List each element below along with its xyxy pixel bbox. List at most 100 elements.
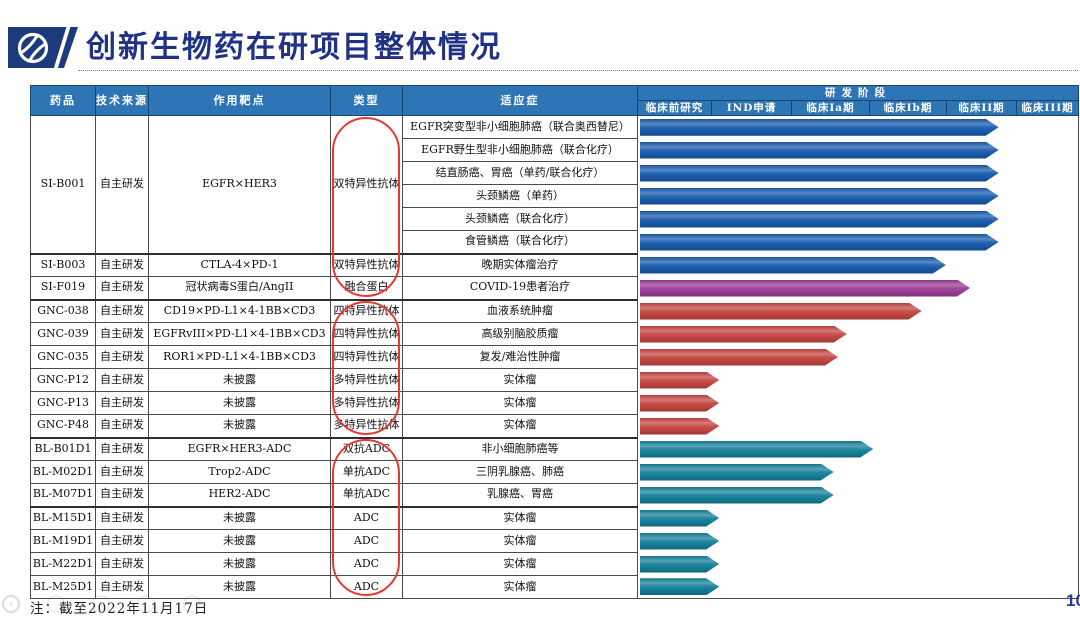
- cell-target: 未披露: [148, 552, 331, 576]
- col-header-preclinical: 临床前研究: [637, 100, 712, 116]
- stage-arrow: [640, 349, 838, 366]
- page-number: 10: [1066, 591, 1080, 610]
- cell-source: 自主研发: [95, 414, 149, 438]
- cell-indication: 实体瘤: [402, 505, 638, 530]
- cell-drug: BL-B01D1: [30, 436, 96, 461]
- col-header-source: 技术来源: [95, 85, 149, 116]
- cell-indication: 实体瘤: [402, 368, 638, 392]
- cell-indication: 结直肠癌、胃癌（单药/联合化疗）: [402, 161, 638, 185]
- col-header-ind-application: IND申请: [711, 100, 792, 116]
- cell-drug: SI-B001: [30, 115, 96, 254]
- stage-arrow: [640, 487, 834, 504]
- col-header-phase-1a: 临床Ia期: [791, 100, 870, 116]
- stage-arrow: [640, 533, 719, 550]
- cell-stage-track: [636, 299, 1079, 323]
- cell-drug: BL-M19D1: [30, 529, 96, 553]
- cell-target: 未披露: [148, 505, 331, 530]
- cell-drug: BL-M15D1: [30, 505, 96, 530]
- cell-source: 自主研发: [95, 436, 149, 461]
- cell-drug: BL-M02D1: [30, 460, 96, 484]
- title-separator: [78, 70, 1078, 71]
- slide-title: 创新生物药在研项目整体情况: [86, 30, 502, 65]
- cell-indication: 三阴乳腺癌、肺癌: [402, 460, 638, 484]
- cell-type: 多特异性抗体: [330, 368, 403, 392]
- cell-source: 自主研发: [95, 368, 149, 392]
- cell-type: 多特异性抗体: [330, 414, 403, 438]
- cell-type: 单抗ADC: [330, 483, 403, 507]
- cell-drug: GNC-038: [30, 298, 96, 323]
- stage-arrow: [640, 510, 719, 527]
- cell-stage-track: [636, 460, 1079, 484]
- ghost-circle-icon: [47, 595, 65, 613]
- ghost-circle-icon: [183, 595, 201, 613]
- cell-target: 未披露: [148, 391, 331, 415]
- cell-drug: GNC-P13: [30, 391, 96, 415]
- col-header-target: 作用靶点: [148, 85, 331, 116]
- cell-type: ADC: [330, 505, 403, 530]
- ghost-circle-icon: [92, 595, 110, 613]
- stage-arrow: [640, 326, 847, 343]
- stage-arrow: [640, 119, 999, 136]
- cell-stage-track: [636, 506, 1079, 530]
- cell-source: 自主研发: [95, 575, 149, 599]
- cell-type: 双特异性抗体: [330, 252, 403, 277]
- logo-globe-icon: [17, 32, 49, 64]
- cell-type: ADC: [330, 552, 403, 576]
- cell-indication: 非小细胞肺癌等: [402, 436, 638, 461]
- cell-stage-track: [636, 322, 1079, 346]
- cell-type: 双特异性抗体: [330, 115, 403, 254]
- stage-arrow: [640, 280, 970, 297]
- stage-arrow: [640, 372, 719, 389]
- cell-indication: 高级别脑胶质瘤: [402, 322, 638, 346]
- cell-drug: BL-M22D1: [30, 552, 96, 576]
- cell-type: 四特异性抗体: [330, 298, 403, 323]
- cell-drug: GNC-039: [30, 322, 96, 346]
- cell-source: 自主研发: [95, 322, 149, 346]
- stage-arrow: [640, 188, 999, 205]
- cell-drug: GNC-P12: [30, 368, 96, 392]
- cell-stage-track: [636, 138, 1079, 162]
- stage-arrow: [640, 418, 719, 435]
- col-header-drug: 药品: [30, 85, 96, 116]
- cell-stage-track: [636, 437, 1079, 461]
- cell-drug: BL-M07D1: [30, 483, 96, 507]
- cell-source: 自主研发: [95, 298, 149, 323]
- cell-type: 四特异性抗体: [330, 345, 403, 369]
- ghost-nav-prev-icon: ‹: [2, 595, 20, 613]
- cell-target: ROR1×PD-L1×4-1BB×CD3: [148, 345, 331, 369]
- cell-type: 融合蛋白: [330, 276, 403, 300]
- col-header-phase-group: 研发阶段: [636, 85, 1080, 101]
- cell-source: 自主研发: [95, 460, 149, 484]
- logo-slash: [52, 27, 72, 68]
- cell-target: EGFRvIII×PD-L1×4-1BB×CD3: [148, 322, 331, 346]
- cell-stage-track: [636, 253, 1079, 277]
- cell-drug: BL-M25D1: [30, 575, 96, 599]
- cell-stage-track: [636, 529, 1079, 553]
- cell-drug: SI-B003: [30, 252, 96, 277]
- cell-indication: 复发/难治性肿瘤: [402, 345, 638, 369]
- stage-arrow: [640, 464, 834, 481]
- cell-type: 单抗ADC: [330, 460, 403, 484]
- cell-type: 四特异性抗体: [330, 322, 403, 346]
- cell-source: 自主研发: [95, 552, 149, 576]
- cell-indication: 乳腺癌、胃癌: [402, 483, 638, 507]
- stage-arrow: [640, 395, 719, 412]
- cell-source: 自主研发: [95, 529, 149, 553]
- cell-target: Trop2-ADC: [148, 460, 331, 484]
- cell-target: 未披露: [148, 575, 331, 599]
- stage-arrow: [640, 257, 946, 274]
- col-header-indication: 适应症: [402, 85, 638, 116]
- cell-indication: 实体瘤: [402, 391, 638, 415]
- cell-indication: 血液系统肿瘤: [402, 298, 638, 323]
- cell-stage-track: [636, 483, 1079, 507]
- cell-drug: GNC-P48: [30, 414, 96, 438]
- cell-drug: GNC-035: [30, 345, 96, 369]
- stage-arrow: [640, 165, 999, 182]
- cell-stage-track: [636, 414, 1079, 438]
- stage-arrow: [640, 211, 999, 228]
- cell-source: 自主研发: [95, 276, 149, 300]
- footnote: 注：截至2022年11月17日: [30, 601, 209, 617]
- cell-indication: 头颈鳞癌（单药）: [402, 184, 638, 208]
- cell-stage-track: [636, 276, 1079, 300]
- col-header-phase-3: 临床III期: [1015, 100, 1080, 116]
